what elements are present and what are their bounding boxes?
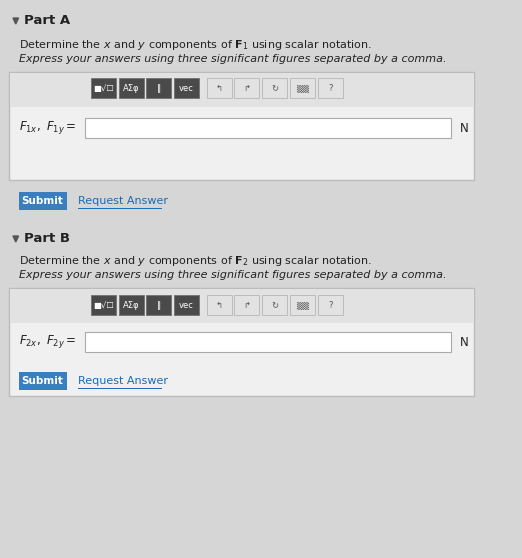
Text: ■√☐: ■√☐ <box>93 84 114 93</box>
Bar <box>290 295 315 315</box>
Bar <box>10 73 473 107</box>
Bar <box>318 295 343 315</box>
Text: N: N <box>460 122 469 134</box>
Text: ‖: ‖ <box>157 84 161 93</box>
Text: ■√☐: ■√☐ <box>93 301 114 310</box>
Bar <box>262 78 287 98</box>
Bar <box>234 295 259 315</box>
Bar <box>174 295 199 315</box>
Text: Submit: Submit <box>22 377 64 387</box>
Bar <box>18 192 67 210</box>
Text: $F_{1x},\ F_{1y}=$: $F_{1x},\ F_{1y}=$ <box>18 119 76 137</box>
Text: N: N <box>460 335 469 349</box>
Bar <box>318 78 343 98</box>
Text: Part A: Part A <box>24 15 70 27</box>
Text: ↱: ↱ <box>243 301 251 310</box>
Text: Request Answer: Request Answer <box>78 377 168 387</box>
Text: ↻: ↻ <box>271 301 278 310</box>
Bar <box>174 78 199 98</box>
Bar <box>9 288 474 396</box>
Bar <box>10 289 473 323</box>
Text: ?: ? <box>328 84 333 93</box>
Text: ↰: ↰ <box>216 301 222 310</box>
Text: Submit: Submit <box>22 196 64 206</box>
Polygon shape <box>13 236 18 242</box>
Text: Request Answer: Request Answer <box>78 196 168 206</box>
Text: vec: vec <box>179 84 194 93</box>
Bar <box>118 295 144 315</box>
Text: ↱: ↱ <box>243 84 251 93</box>
Text: ▒▒: ▒▒ <box>296 84 309 93</box>
Text: AΣφ: AΣφ <box>123 301 139 310</box>
Bar <box>262 295 287 315</box>
Bar <box>146 295 171 315</box>
Text: vec: vec <box>179 301 194 310</box>
Text: ▒▒: ▒▒ <box>296 301 309 310</box>
Bar <box>9 72 474 180</box>
Text: Determine the $x$ and $y$ components of $\mathbf{F}_2$ using scalar notation.: Determine the $x$ and $y$ components of … <box>18 254 372 268</box>
Bar <box>85 118 451 138</box>
Text: ?: ? <box>328 301 333 310</box>
Bar <box>290 78 315 98</box>
Text: ↰: ↰ <box>216 84 222 93</box>
Text: Express your answers using three significant figures separated by a comma.: Express your answers using three signifi… <box>18 54 446 64</box>
Text: Part B: Part B <box>24 233 70 246</box>
Bar <box>85 332 451 352</box>
Text: AΣφ: AΣφ <box>123 84 139 93</box>
Text: ‖: ‖ <box>157 301 161 310</box>
Text: Express your answers using three significant figures separated by a comma.: Express your answers using three signifi… <box>18 270 446 280</box>
Bar <box>207 78 232 98</box>
Polygon shape <box>13 18 18 24</box>
Bar <box>146 78 171 98</box>
Bar <box>91 78 116 98</box>
Bar <box>207 295 232 315</box>
Bar <box>91 295 116 315</box>
Bar <box>18 372 67 390</box>
Text: ↻: ↻ <box>271 84 278 93</box>
Bar <box>118 78 144 98</box>
Text: Determine the $x$ and $y$ components of $\mathbf{F}_1$ using scalar notation.: Determine the $x$ and $y$ components of … <box>18 38 372 52</box>
Text: $F_{2x},\ F_{2y}=$: $F_{2x},\ F_{2y}=$ <box>18 334 76 350</box>
Bar <box>234 78 259 98</box>
